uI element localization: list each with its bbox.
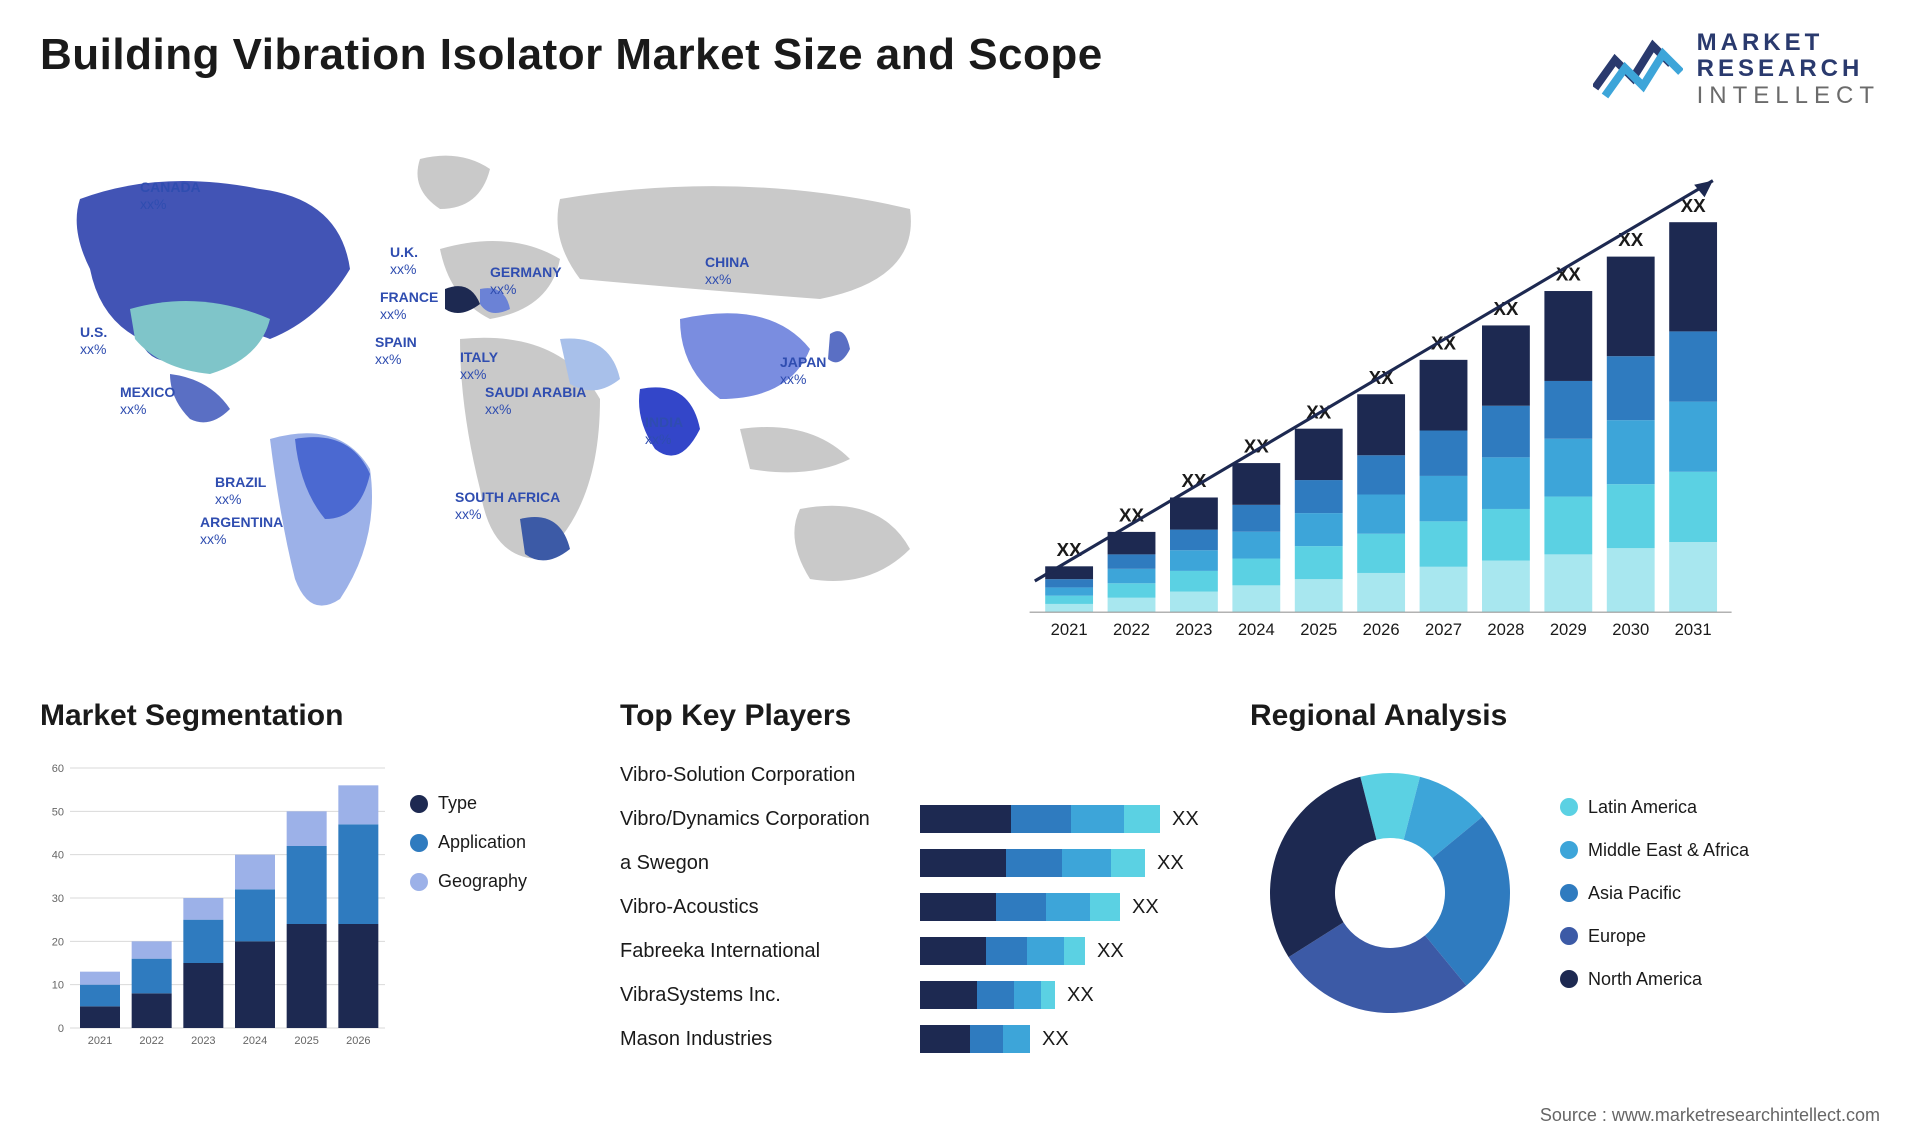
map-label: SOUTH AFRICAxx% — [455, 489, 560, 523]
svg-text:2026: 2026 — [1363, 620, 1400, 639]
key-player-bar — [920, 1025, 1030, 1053]
key-player-name: Vibro/Dynamics Corporation — [620, 808, 920, 831]
legend-item: Europe — [1560, 926, 1749, 947]
market-growth-chart: XX2021XX2022XX2023XX2024XX2025XX2026XX20… — [980, 139, 1880, 659]
key-player-row: a Swegon XX — [620, 841, 1240, 885]
logo-text-1: MARKET — [1697, 30, 1880, 56]
key-players-title: Top Key Players — [620, 699, 1240, 733]
source-attribution: Source : www.marketresearchintellect.com — [1540, 1105, 1880, 1126]
segmentation-title: Market Segmentation — [40, 699, 610, 733]
logo-mark-icon — [1593, 38, 1683, 102]
key-player-name: Vibro-Acoustics — [620, 896, 920, 919]
svg-text:2031: 2031 — [1675, 620, 1712, 639]
map-label: BRAZILxx% — [215, 474, 266, 508]
svg-text:2021: 2021 — [1051, 620, 1088, 639]
svg-text:2025: 2025 — [1300, 620, 1337, 639]
key-player-bar — [920, 849, 1145, 877]
svg-text:2024: 2024 — [1238, 620, 1275, 639]
key-player-row: Vibro/Dynamics Corporation XX — [620, 797, 1240, 841]
svg-text:XX: XX — [1618, 229, 1643, 250]
segmentation-legend: Type Application Geography — [410, 753, 527, 1053]
key-player-name: Vibro-Solution Corporation — [620, 764, 920, 787]
svg-text:2023: 2023 — [1175, 620, 1212, 639]
map-label: INDIAxx% — [645, 414, 683, 448]
key-player-value: XX — [1067, 984, 1094, 1007]
key-player-value: XX — [1172, 808, 1199, 831]
svg-text:2024: 2024 — [243, 1035, 267, 1047]
key-player-value: XX — [1097, 940, 1124, 963]
map-label: U.S.xx% — [80, 324, 107, 358]
key-player-value: XX — [1157, 852, 1184, 875]
legend-item: Type — [410, 793, 527, 814]
map-label: CHINAxx% — [705, 254, 749, 288]
map-label: MEXICOxx% — [120, 384, 175, 418]
growth-chart-panel: XX2021XX2022XX2023XX2024XX2025XX2026XX20… — [980, 139, 1880, 659]
map-label: SAUDI ARABIAxx% — [485, 384, 586, 418]
svg-text:40: 40 — [52, 850, 64, 862]
key-players-panel: Top Key Players Vibro-Solution Corporati… — [620, 699, 1240, 1079]
world-map-panel: CANADAxx% U.S.xx% MEXICOxx% BRAZILxx% ARGENT… — [40, 139, 960, 659]
map-label: SPAINxx% — [375, 334, 417, 368]
svg-text:2022: 2022 — [1113, 620, 1150, 639]
key-player-name: VibraSystems Inc. — [620, 984, 920, 1007]
legend-item: Application — [410, 832, 527, 853]
svg-text:0: 0 — [58, 1023, 64, 1035]
key-player-name: Fabreeka International — [620, 940, 920, 963]
legend-item: North America — [1560, 969, 1749, 990]
legend-item: Latin America — [1560, 797, 1749, 818]
key-player-row: Fabreeka International XX — [620, 929, 1240, 973]
page-title: Building Vibration Isolator Market Size … — [40, 30, 1103, 80]
regional-legend: Latin America Middle East & Africa Asia Pa… — [1560, 797, 1749, 990]
map-label: CANADAxx% — [140, 179, 201, 213]
legend-item: Middle East & Africa — [1560, 840, 1749, 861]
brand-logo: MARKET RESEARCH INTELLECT — [1593, 30, 1880, 109]
legend-item: Geography — [410, 871, 527, 892]
key-player-bar — [920, 805, 1160, 833]
key-player-bar — [920, 893, 1120, 921]
map-label: JAPANxx% — [780, 354, 826, 388]
regional-donut-chart — [1250, 753, 1530, 1033]
svg-text:2021: 2021 — [88, 1035, 112, 1047]
svg-text:2027: 2027 — [1425, 620, 1462, 639]
key-player-value: XX — [1042, 1028, 1069, 1051]
legend-item: Asia Pacific — [1560, 883, 1749, 904]
svg-text:2025: 2025 — [294, 1035, 318, 1047]
key-player-name: a Swegon — [620, 852, 920, 875]
segmentation-chart: 0 10 20 30 40 50 60 2021 2022 2023 2024 2025 2026 — [40, 753, 390, 1053]
key-player-value: XX — [1132, 896, 1159, 919]
key-player-bar — [920, 981, 1055, 1009]
map-label: GERMANYxx% — [490, 264, 562, 298]
svg-text:2026: 2026 — [346, 1035, 370, 1047]
logo-text-3: INTELLECT — [1697, 83, 1880, 109]
regional-panel: Regional Analysis Latin America Middle Ea… — [1250, 699, 1880, 1079]
key-player-row: Vibro-Solution Corporation — [620, 753, 1240, 797]
svg-text:2030: 2030 — [1612, 620, 1649, 639]
map-label: U.K.xx% — [390, 244, 418, 278]
key-player-row: VibraSystems Inc. XX — [620, 973, 1240, 1017]
map-label: ITALYxx% — [460, 349, 498, 383]
map-label: ARGENTINAxx% — [200, 514, 283, 548]
key-player-row: Vibro-Acoustics XX — [620, 885, 1240, 929]
logo-text-2: RESEARCH — [1697, 56, 1880, 82]
svg-text:50: 50 — [52, 807, 64, 819]
svg-text:2028: 2028 — [1487, 620, 1524, 639]
svg-text:2022: 2022 — [139, 1035, 163, 1047]
regional-title: Regional Analysis — [1250, 699, 1880, 733]
svg-text:60: 60 — [52, 763, 64, 775]
segmentation-panel: Market Segmentation 0 10 20 30 40 50 60 2021 202… — [40, 699, 610, 1079]
map-label: FRANCExx% — [380, 289, 438, 323]
svg-text:2023: 2023 — [191, 1035, 215, 1047]
svg-text:30: 30 — [52, 893, 64, 905]
svg-text:20: 20 — [52, 937, 64, 949]
svg-text:10: 10 — [52, 980, 64, 992]
key-player-bar — [920, 937, 1085, 965]
key-player-name: Mason Industries — [620, 1028, 920, 1051]
svg-text:2029: 2029 — [1550, 620, 1587, 639]
key-player-row: Mason Industries XX — [620, 1017, 1240, 1061]
